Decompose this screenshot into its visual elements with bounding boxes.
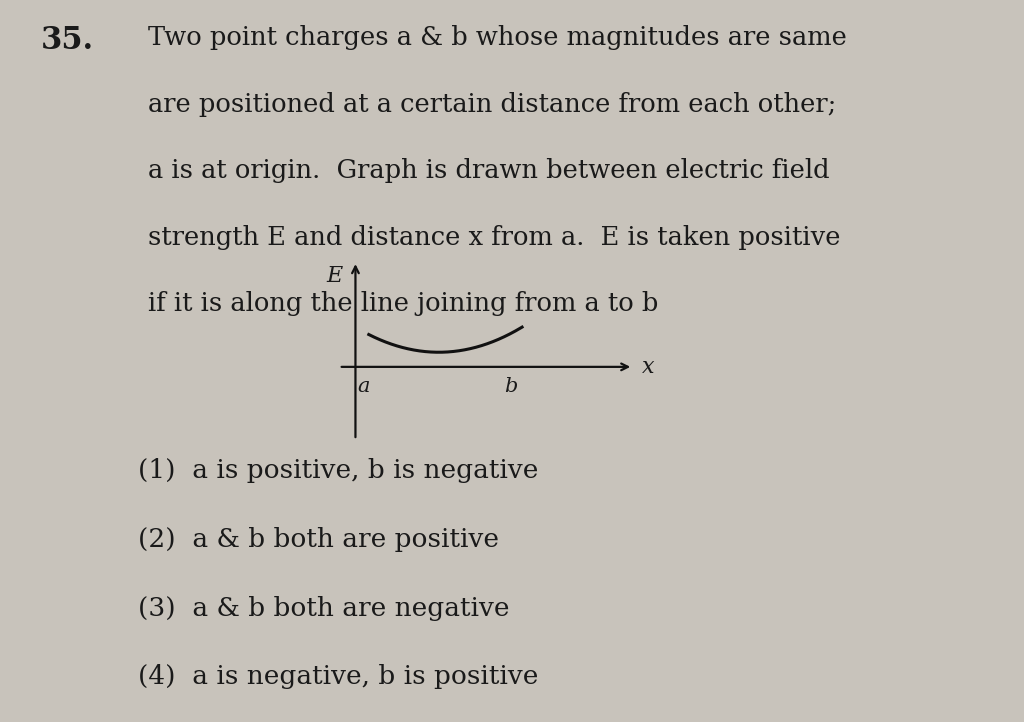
- Text: if it is along the line joining from a to b: if it is along the line joining from a t…: [148, 291, 658, 316]
- Text: are positioned at a certain distance from each other;: are positioned at a certain distance fro…: [148, 92, 837, 117]
- Text: strength E and distance x from a.  E is taken positive: strength E and distance x from a. E is t…: [148, 225, 841, 250]
- Text: a is at origin.  Graph is drawn between electric field: a is at origin. Graph is drawn between e…: [148, 158, 830, 183]
- Text: E: E: [326, 265, 342, 287]
- Text: (4)  a is negative, b is positive: (4) a is negative, b is positive: [138, 664, 539, 690]
- Text: b: b: [504, 378, 518, 396]
- Text: 35.: 35.: [41, 25, 94, 56]
- Text: x: x: [642, 356, 654, 378]
- Text: (1)  a is positive, b is negative: (1) a is positive, b is negative: [138, 458, 539, 484]
- Text: (2)  a & b both are positive: (2) a & b both are positive: [138, 527, 500, 552]
- Text: (3)  a & b both are negative: (3) a & b both are negative: [138, 596, 510, 621]
- Text: a: a: [357, 378, 370, 396]
- Text: Two point charges a & b whose magnitudes are same: Two point charges a & b whose magnitudes…: [148, 25, 847, 51]
